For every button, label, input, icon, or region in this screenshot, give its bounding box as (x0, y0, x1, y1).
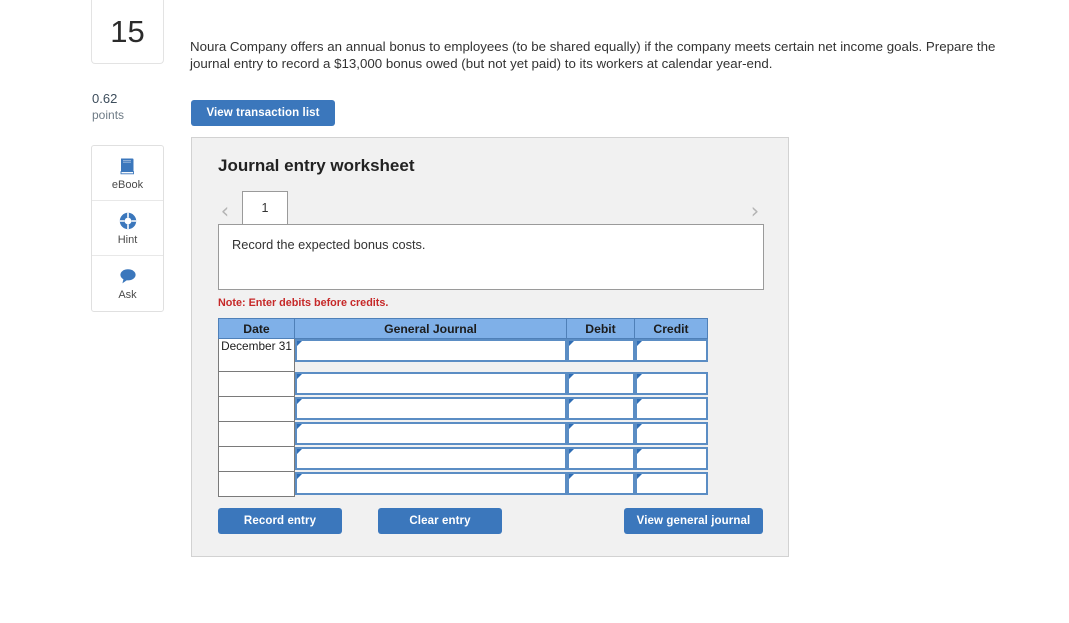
input-debit-3[interactable] (566, 396, 635, 420)
input-general-journal-5[interactable] (295, 446, 567, 470)
debits-before-credits-note: Note: Enter debits before credits. (218, 297, 389, 309)
transaction-description-box: Record the expected bonus costs. (218, 224, 764, 290)
column-header-debit: Debit (566, 318, 635, 339)
view-general-journal-button[interactable]: View general journal (624, 508, 763, 534)
worksheet-footer-buttons: Record entry Clear entry View general jo… (218, 508, 764, 534)
worksheet-tab-strip: 1 (242, 191, 288, 224)
table-row: December 31 (218, 338, 708, 372)
chevron-left-icon[interactable]: ‹ (220, 198, 230, 223)
input-general-journal-2[interactable] (295, 371, 567, 395)
input-general-journal-3[interactable] (295, 396, 567, 420)
points-label: points (92, 108, 125, 122)
table-row (218, 421, 708, 447)
input-debit-4[interactable] (566, 421, 635, 445)
question-number-card: 15 (91, 0, 164, 64)
table-row (218, 446, 708, 472)
input-credit-3[interactable] (634, 396, 708, 420)
input-credit-1[interactable] (634, 339, 708, 362)
table-row (218, 471, 708, 497)
tool-hint[interactable]: Hint (92, 201, 163, 256)
column-header-credit: Credit (634, 318, 708, 339)
points-value: 0.62 (92, 91, 118, 106)
input-debit-6[interactable] (566, 471, 635, 495)
chevron-right-icon[interactable]: › (750, 198, 760, 223)
journal-entry-table: Date General Journal Debit Credit Decemb… (218, 318, 708, 497)
column-header-date: Date (218, 318, 295, 339)
transaction-description-text: Record the expected bonus costs. (232, 237, 426, 252)
cell-date-5 (218, 446, 295, 472)
question-rail: 15 0.62 points eBook (91, 0, 164, 312)
question-prompt: Noura Company offers an annual bonus to … (190, 39, 996, 71)
view-transaction-list-button[interactable]: View transaction list (191, 100, 335, 126)
tool-ask[interactable]: Ask (92, 256, 163, 311)
cell-date-4 (218, 421, 295, 447)
table-row (218, 371, 708, 397)
question-number: 15 (110, 14, 145, 49)
tool-ebook[interactable]: eBook (92, 146, 163, 201)
input-credit-6[interactable] (634, 471, 708, 495)
cell-date-2 (218, 371, 295, 397)
speech-bubble-icon (118, 266, 138, 286)
input-debit-1[interactable] (566, 339, 635, 362)
table-row (218, 396, 708, 422)
input-credit-5[interactable] (634, 446, 708, 470)
input-debit-5[interactable] (566, 446, 635, 470)
input-general-journal-4[interactable] (295, 421, 567, 445)
input-debit-2[interactable] (566, 371, 635, 395)
journal-table-header-row: Date General Journal Debit Credit (218, 318, 708, 339)
cell-date-1: December 31 (218, 338, 295, 372)
tool-hint-label: Hint (117, 233, 138, 246)
life-ring-icon (118, 211, 138, 231)
input-credit-4[interactable] (634, 421, 708, 445)
worksheet-title: Journal entry worksheet (218, 156, 415, 175)
points-block: 0.62 points (91, 91, 164, 123)
book-icon (118, 156, 138, 176)
cell-date-6 (218, 471, 295, 497)
record-entry-button[interactable]: Record entry (218, 508, 342, 534)
journal-entry-worksheet-panel: Journal entry worksheet ‹ 1 › Record the… (191, 137, 789, 557)
cell-date-3 (218, 396, 295, 422)
input-credit-2[interactable] (634, 371, 708, 395)
worksheet-tabs-row: ‹ 1 › (192, 190, 788, 224)
clear-entry-button[interactable]: Clear entry (378, 508, 502, 534)
input-general-journal-6[interactable] (295, 471, 567, 495)
tool-panel: eBook Hint (91, 145, 164, 312)
worksheet-tab-1[interactable]: 1 (242, 191, 288, 224)
column-header-general-journal: General Journal (294, 318, 567, 339)
input-general-journal-1[interactable] (295, 339, 567, 362)
tool-ebook-label: eBook (111, 178, 144, 191)
tool-ask-label: Ask (118, 289, 137, 301)
